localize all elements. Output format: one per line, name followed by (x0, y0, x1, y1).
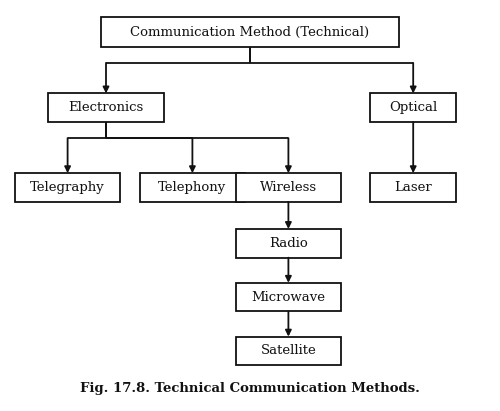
FancyBboxPatch shape (236, 283, 341, 312)
FancyBboxPatch shape (236, 229, 341, 258)
FancyBboxPatch shape (48, 93, 164, 122)
Text: Microwave: Microwave (252, 291, 326, 304)
Text: Electronics: Electronics (68, 101, 144, 114)
FancyBboxPatch shape (370, 173, 456, 202)
Text: Optical: Optical (389, 101, 438, 114)
Text: Laser: Laser (394, 181, 432, 194)
FancyBboxPatch shape (236, 337, 341, 365)
Text: Communication Method (Technical): Communication Method (Technical) (130, 25, 370, 39)
Text: Fig. 17.8. Technical Communication Methods.: Fig. 17.8. Technical Communication Metho… (80, 382, 420, 395)
FancyBboxPatch shape (15, 173, 120, 202)
FancyBboxPatch shape (140, 173, 245, 202)
Text: Satellite: Satellite (260, 344, 316, 358)
FancyBboxPatch shape (370, 93, 456, 122)
Text: Wireless: Wireless (260, 181, 317, 194)
FancyBboxPatch shape (101, 17, 399, 47)
FancyBboxPatch shape (236, 173, 341, 202)
Text: Telephony: Telephony (158, 181, 226, 194)
Text: Radio: Radio (269, 237, 308, 250)
Text: Telegraphy: Telegraphy (30, 181, 105, 194)
